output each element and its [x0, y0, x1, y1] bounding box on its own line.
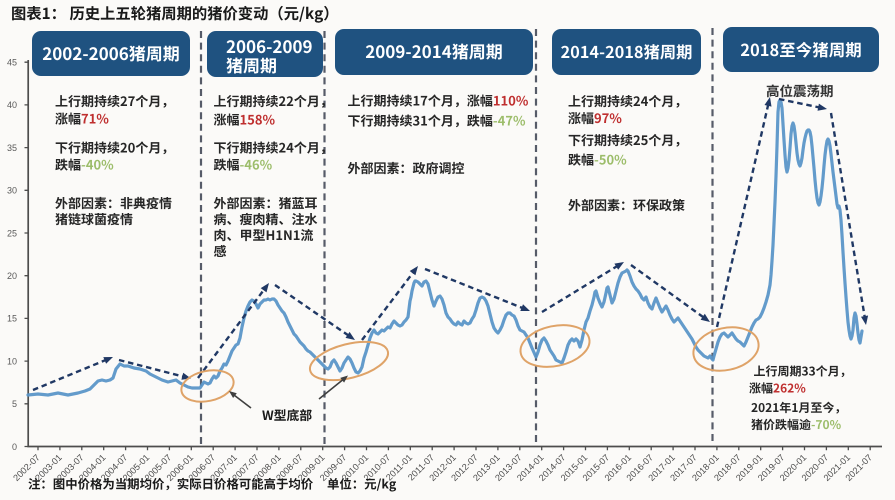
svg-text:15: 15 — [7, 314, 17, 324]
svg-text:25: 25 — [7, 228, 17, 238]
svg-text:45: 45 — [7, 58, 17, 68]
svg-text:5: 5 — [12, 399, 17, 409]
svg-text:20: 20 — [7, 271, 17, 281]
svg-text:30: 30 — [7, 186, 17, 196]
svg-text:35: 35 — [7, 143, 17, 153]
svg-text:10: 10 — [7, 356, 17, 366]
svg-text:0: 0 — [12, 442, 17, 452]
svg-text:40: 40 — [7, 100, 17, 110]
